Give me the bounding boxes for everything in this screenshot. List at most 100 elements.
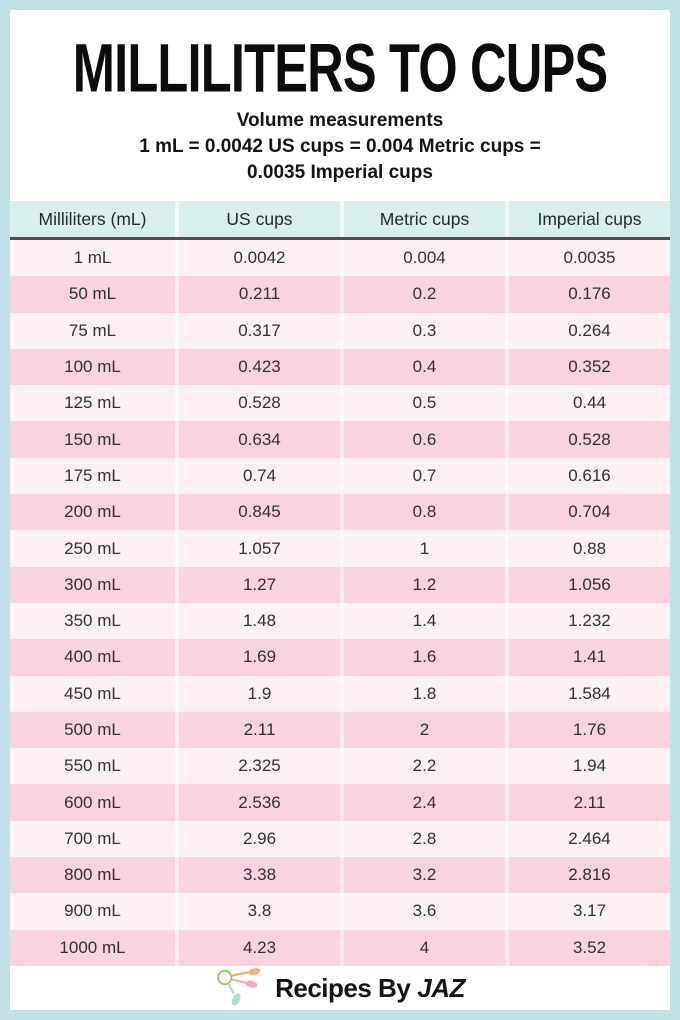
value-cell: 0.7 [340, 457, 505, 495]
value-cell: 3.52 [505, 929, 670, 966]
subtitle-line-3: 0.0035 Imperial cups [247, 162, 433, 183]
conversion-table: Milliliters (mL) US cups Metric cups Imp… [10, 201, 670, 966]
value-cell: 1.057 [175, 530, 340, 567]
value-cell: 1.41 [505, 639, 670, 676]
value-cell: 0.528 [175, 385, 340, 422]
value-cell: 0.211 [175, 276, 340, 313]
row-label-cell: 50 mL [68, 284, 117, 304]
row-label-cell: 1000 mL [59, 937, 126, 957]
subtitle: Volume measurements 1 mL = 0.0042 US cup… [10, 108, 670, 186]
value-cell: 0.634 [175, 421, 340, 458]
value-cell: 0.616 [505, 457, 670, 495]
row-label-cell: 250 mL [64, 538, 121, 558]
table-row: 800 mL 3.38 3.2 2.816 [10, 857, 670, 894]
value-cell: 1.48 [175, 602, 340, 640]
table-row: 200 mL 0.845 0.8 0.704 [10, 494, 670, 531]
measuring-spoons-icon [217, 968, 261, 1006]
column-header-metric-cups: Metric cups [340, 201, 505, 237]
table-row: 300 mL 1.27 1.2 1.056 [10, 566, 670, 603]
table-row: 125 mL 0.528 0.5 0.44 [10, 385, 670, 422]
value-cell: 0.317 [175, 312, 340, 349]
row-label-cell: 200 mL [64, 502, 121, 522]
row-label-cell: 600 mL [64, 792, 121, 812]
value-cell: 0.5 [340, 385, 505, 422]
value-cell: 0.88 [505, 530, 670, 567]
value-cell: 2.11 [175, 711, 340, 749]
row-label-cell: 300 mL [64, 574, 121, 594]
value-cell: 1.584 [505, 675, 670, 712]
value-cell: 3.6 [340, 893, 505, 930]
row-label-cell: 700 mL [64, 828, 121, 848]
value-cell: 3.17 [505, 893, 670, 930]
table-row: 100 mL 0.423 0.4 0.352 [10, 348, 670, 386]
value-cell: 1.94 [505, 748, 670, 785]
subtitle-line-1: Volume measurements [236, 110, 444, 131]
value-cell: 1.27 [175, 566, 340, 603]
row-label-cell: 800 mL [64, 865, 121, 885]
value-cell: 4.23 [175, 929, 340, 966]
value-cell: 4 [340, 929, 505, 966]
brand-text: Recipes By JAZ [275, 973, 465, 1004]
value-cell: 1.2 [340, 566, 505, 603]
value-cell: 2.2 [340, 748, 505, 785]
value-cell: 0.528 [505, 421, 670, 458]
table-row: 700 mL 2.96 2.8 2.464 [10, 820, 670, 858]
value-cell: 2.536 [175, 784, 340, 821]
row-label-cell: 900 mL [64, 901, 121, 921]
value-cell: 0.352 [505, 348, 670, 386]
value-cell: 1.056 [505, 566, 670, 603]
value-cell: 2.96 [175, 820, 340, 858]
value-cell: 1.8 [340, 675, 505, 712]
brand-prefix: Recipes By [275, 972, 411, 1003]
table-row: 900 mL 3.8 3.6 3.17 [10, 893, 670, 930]
table-row: 150 mL 0.634 0.6 0.528 [10, 421, 670, 458]
table-body: 1 mL 0.0042 0.004 0.0035 50 mL 0.211 0.2 0.176 7… [10, 240, 670, 966]
value-cell: 2.464 [505, 820, 670, 858]
value-cell: 0.0035 [505, 240, 670, 277]
value-cell: 1.9 [175, 675, 340, 712]
table-row: 550 mL 2.325 2.2 1.94 [10, 748, 670, 785]
value-cell: 0.3 [340, 312, 505, 349]
value-cell: 1.232 [505, 602, 670, 640]
value-cell: 0.8 [340, 494, 505, 531]
value-cell: 2.4 [340, 784, 505, 821]
table-row: 75 mL 0.317 0.3 0.264 [10, 312, 670, 349]
value-cell: 0.6 [340, 421, 505, 458]
table-row: 600 mL 2.536 2.4 2.11 [10, 784, 670, 821]
value-cell: 0.004 [340, 240, 505, 277]
table-row: 350 mL 1.48 1.4 1.232 [10, 602, 670, 640]
row-label-cell: 150 mL [64, 429, 121, 449]
value-cell: 0.4 [340, 348, 505, 386]
row-label-cell: 350 mL [64, 611, 121, 631]
table-row: 250 mL 1.057 1 0.88 [10, 530, 670, 567]
value-cell: 0.2 [340, 276, 505, 313]
footer: Recipes By JAZ [10, 966, 670, 1010]
row-label-cell: 175 mL [64, 465, 121, 485]
value-cell: 0.423 [175, 348, 340, 386]
value-cell: 0.704 [505, 494, 670, 531]
subtitle-line-2: 1 mL = 0.0042 US cups = 0.004 Metric cup… [139, 136, 541, 157]
table-row: 175 mL 0.74 0.7 0.616 [10, 457, 670, 495]
table-row: 1 mL 0.0042 0.004 0.0035 [10, 240, 670, 277]
value-cell: 1.76 [505, 711, 670, 749]
header-section: MILLILITERS TO CUPS Volume measurements … [10, 10, 670, 201]
row-label-cell: 400 mL [64, 647, 121, 667]
row-label-cell: 1 mL [73, 248, 112, 268]
table-row: 500 mL 2.11 2 1.76 [10, 711, 670, 749]
column-header-us-cups: US cups [175, 201, 340, 237]
value-cell: 3.38 [175, 857, 340, 894]
brand-name: JAZ [417, 972, 465, 1003]
row-label-cell: 100 mL [64, 357, 121, 377]
table-row: 450 mL 1.9 1.8 1.584 [10, 675, 670, 712]
value-cell: 2.11 [505, 784, 670, 821]
value-cell: 1.6 [340, 639, 505, 676]
row-label-cell: 75 mL [68, 320, 117, 340]
value-cell: 0.0042 [175, 240, 340, 277]
table-row: 1000 mL 4.23 4 3.52 [10, 929, 670, 966]
value-cell: 2.325 [175, 748, 340, 785]
row-label-cell: 550 mL [64, 756, 121, 776]
value-cell: 2.816 [505, 857, 670, 894]
row-label-cell: 500 mL [64, 720, 121, 739]
row-label-cell: 450 mL [64, 683, 121, 703]
row-label-cell: 125 mL [64, 393, 121, 413]
